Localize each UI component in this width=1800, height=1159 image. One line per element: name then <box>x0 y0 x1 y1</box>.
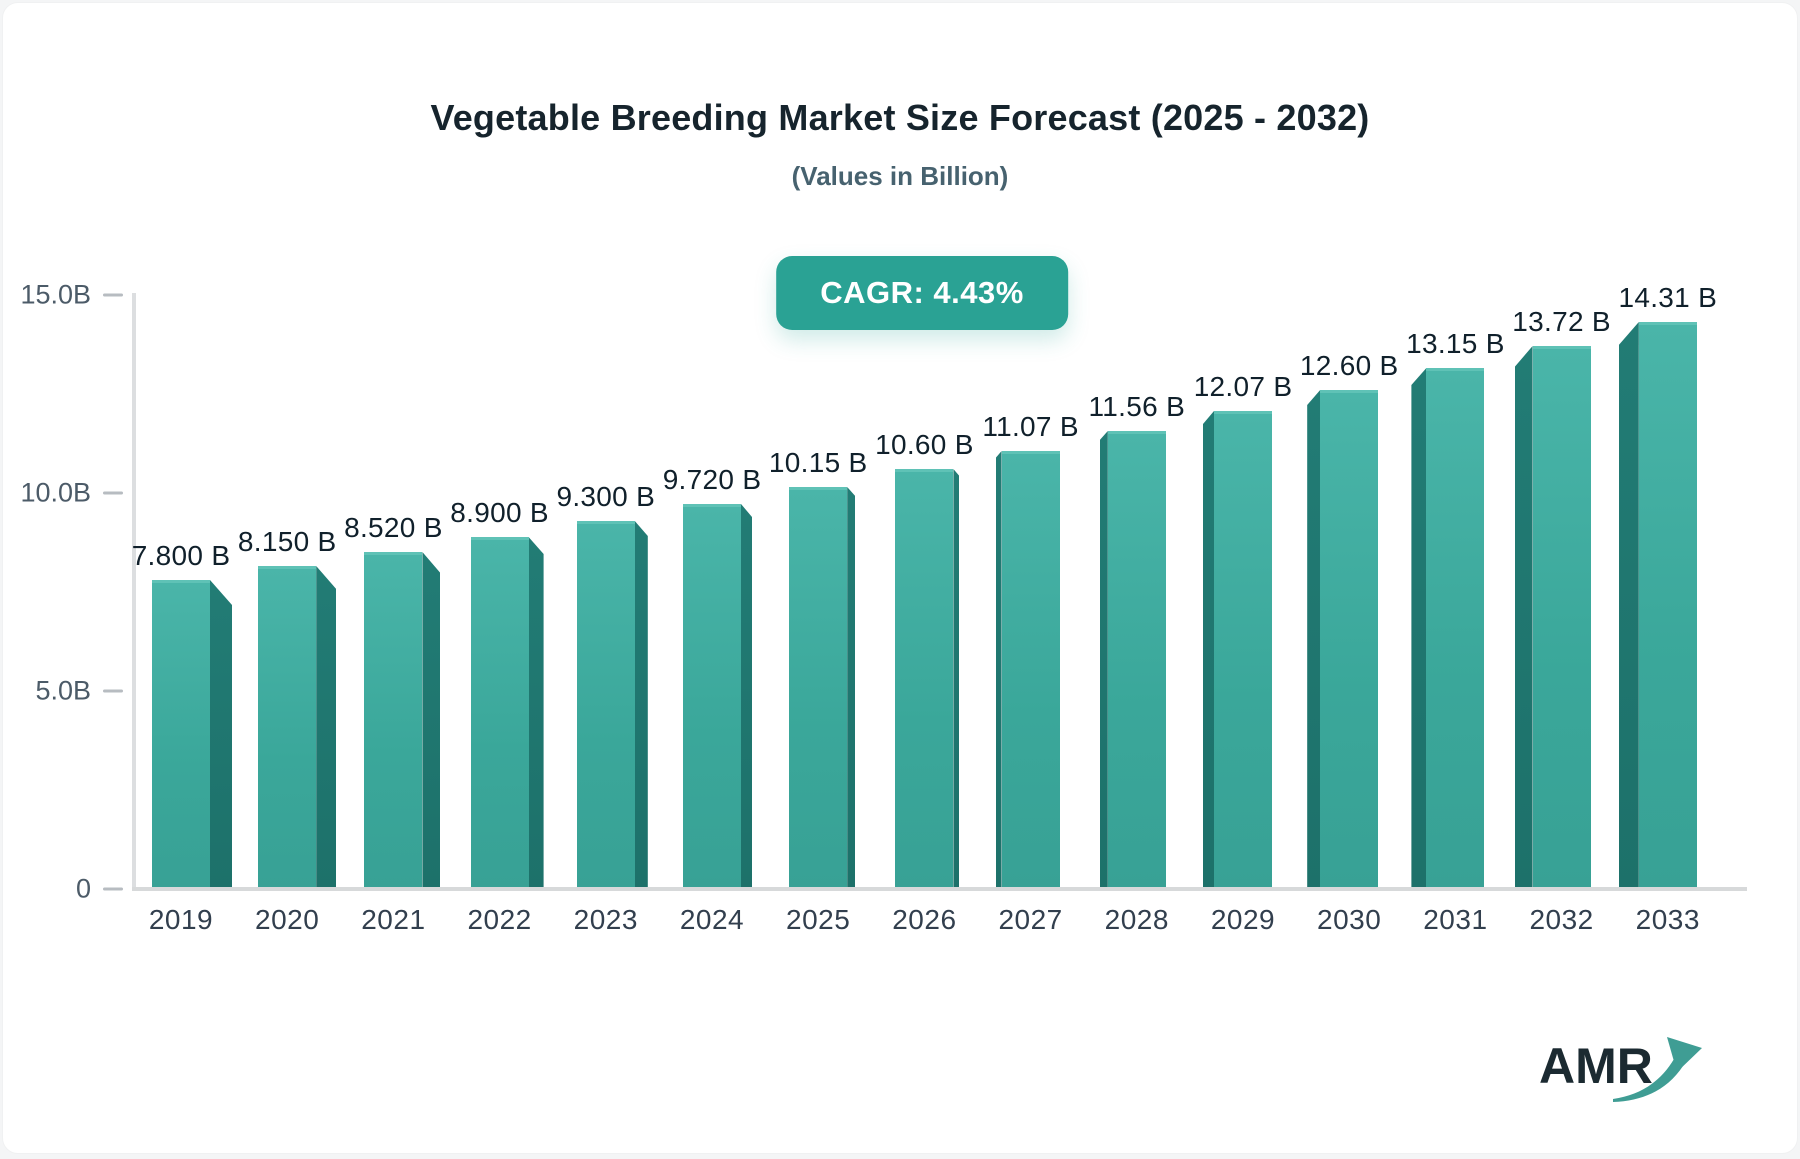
bar-value-label-2029: 12.07 B <box>1193 371 1293 402</box>
bar-2030 <box>1320 390 1379 889</box>
bar-side-face-2025 <box>847 487 856 889</box>
bar-value-label-2021: 8.520 B <box>344 512 443 543</box>
x-tick-label-2020: 2020 <box>255 904 320 935</box>
bar-side-face-2031 <box>1411 368 1427 889</box>
bar-2022 <box>470 537 529 889</box>
y-tick-label-5.0B: 5.0B <box>35 675 91 706</box>
bar-side-face-2024 <box>741 504 752 889</box>
bar-side-face-2027 <box>995 451 1002 889</box>
bar-side-face-2020 <box>316 566 337 889</box>
bar-2028 <box>1107 431 1166 889</box>
bar-value-label-2024: 9.720 B <box>662 464 762 495</box>
bar-value-label-2030: 12.60 B <box>1299 350 1399 381</box>
bar-value-label-2032: 13.72 B <box>1512 306 1611 337</box>
bar-side-face-2032 <box>1514 346 1533 889</box>
x-tick-label-2025: 2025 <box>786 904 851 935</box>
x-tick-label-2021: 2021 <box>361 904 426 935</box>
bar-value-label-2022: 8.900 B <box>450 497 549 528</box>
bar-value-label-2028: 11.56 B <box>1088 391 1186 422</box>
bar-value-label-2019: 7.800 B <box>131 540 231 571</box>
bar-2027 <box>1001 451 1060 889</box>
cagr-badge: CAGR: 4.43% <box>776 256 1068 330</box>
bar-2031 <box>1426 368 1485 889</box>
y-tick-label-10.0B: 10.0B <box>20 477 91 508</box>
bar-2024 <box>683 504 741 889</box>
x-tick-label-2023: 2023 <box>573 904 638 935</box>
x-tick-label-2031: 2031 <box>1423 904 1488 935</box>
x-tick-label-2030: 2030 <box>1317 904 1382 935</box>
bar-value-label-2033: 14.31 B <box>1618 282 1718 313</box>
bar-value-label-2023: 9.300 B <box>556 481 656 512</box>
bar-side-face-2021 <box>422 552 441 889</box>
bar-2026 <box>895 469 954 889</box>
x-tick-label-2027: 2027 <box>998 904 1063 935</box>
bar-2019 <box>152 580 210 889</box>
bar-side-face-2022 <box>528 537 544 889</box>
bar-2021 <box>364 552 423 889</box>
amr-logo-text: AMR <box>1539 1038 1653 1094</box>
bar-value-label-2020: 8.150 B <box>237 526 337 557</box>
bar-side-face-2029 <box>1203 411 1214 889</box>
bar-value-label-2027: 11.07 B <box>982 411 1079 442</box>
x-tick-label-2019: 2019 <box>148 904 214 935</box>
x-axis-line <box>132 887 1747 891</box>
y-axis-line <box>132 293 136 891</box>
x-tick-label-2033: 2033 <box>1635 904 1700 935</box>
bar-2032 <box>1532 346 1591 889</box>
bar-side-face-2030 <box>1307 390 1321 889</box>
bar-2033 <box>1638 322 1697 889</box>
y-tick-mark <box>103 689 123 693</box>
y-tick-label-15.0B: 15.0B <box>20 279 91 310</box>
y-tick-label-0: 0 <box>75 873 91 904</box>
bar-side-face-2023 <box>634 521 648 889</box>
bar-value-label-2026: 10.60 B <box>875 429 974 460</box>
bar-side-face-2019 <box>210 580 232 889</box>
x-tick-label-2029: 2029 <box>1210 904 1276 935</box>
bar-side-face-2026 <box>953 469 960 889</box>
chart-subtitle: (Values in Billion) <box>791 161 1009 191</box>
bar-value-label-2031: 13.15 B <box>1406 328 1505 359</box>
bar-2020 <box>258 566 317 889</box>
bar-2023 <box>576 521 635 889</box>
bar-value-label-2025: 10.15 B <box>768 447 868 478</box>
bar-side-face-2033 <box>1618 322 1639 889</box>
y-tick-mark <box>103 491 123 495</box>
x-tick-label-2024: 2024 <box>679 904 745 935</box>
chart-title: Vegetable Breeding Market Size Forecast … <box>430 97 1370 138</box>
x-tick-label-2032: 2032 <box>1529 904 1594 935</box>
x-tick-label-2028: 2028 <box>1104 904 1169 935</box>
y-tick-mark <box>103 293 123 297</box>
x-tick-label-2022: 2022 <box>467 904 532 935</box>
bar-chart-plot-area: 15.0B 10.0B 5.0B 0 7.800 B 2019 8.150 B 2020 8.5… <box>3 3 1800 1159</box>
bar-2025 <box>789 487 848 889</box>
growth-arrow-icon <box>1613 1037 1702 1102</box>
bar-side-face-2028 <box>1099 431 1108 889</box>
amr-logo: AMR <box>1533 1033 1723 1113</box>
bar-2029 <box>1214 411 1272 889</box>
y-tick-mark <box>103 887 123 891</box>
x-tick-label-2026: 2026 <box>892 904 957 935</box>
